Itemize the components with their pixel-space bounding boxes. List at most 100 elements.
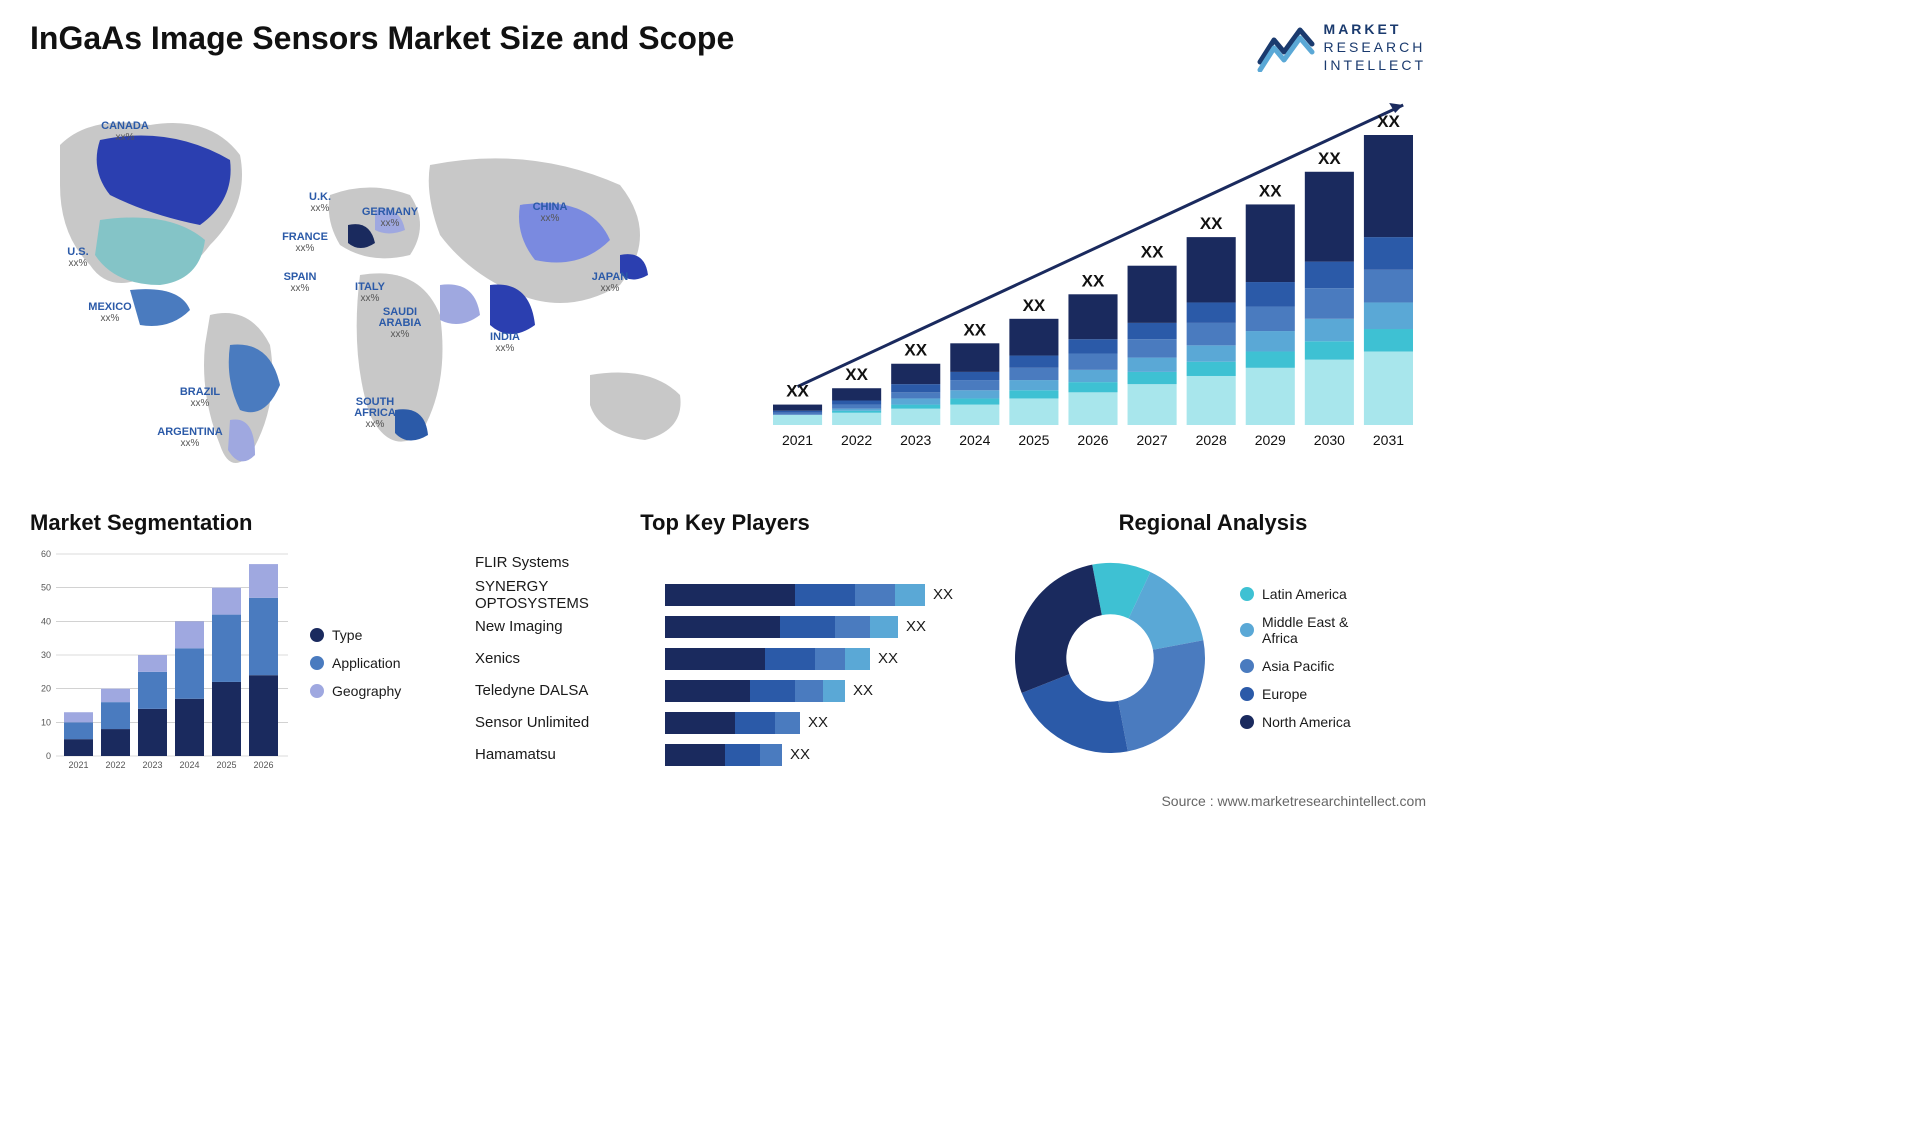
svg-text:xx%: xx% bbox=[496, 343, 515, 354]
svg-text:XX: XX bbox=[1259, 181, 1282, 200]
regional-donut bbox=[1000, 548, 1220, 768]
svg-text:XX: XX bbox=[1318, 148, 1341, 167]
svg-text:MEXICO: MEXICO bbox=[88, 301, 132, 313]
legend-item: Asia Pacific bbox=[1240, 658, 1351, 674]
svg-text:xx%: xx% bbox=[391, 329, 410, 340]
player-bar-segment bbox=[665, 712, 735, 734]
legend-dot bbox=[1240, 659, 1254, 673]
page-title: InGaAs Image Sensors Market Size and Sco… bbox=[30, 20, 734, 57]
legend-item: Europe bbox=[1240, 686, 1351, 702]
player-bar-segment bbox=[795, 680, 823, 702]
player-row: HamamatsuXX bbox=[475, 740, 975, 770]
svg-text:xx%: xx% bbox=[116, 132, 135, 143]
svg-text:20: 20 bbox=[41, 683, 51, 693]
svg-text:SPAIN: SPAIN bbox=[284, 271, 317, 283]
legend-dot bbox=[310, 656, 324, 670]
svg-text:xx%: xx% bbox=[311, 203, 330, 214]
player-name: Hamamatsu bbox=[475, 746, 665, 763]
player-bar-segment bbox=[870, 616, 898, 638]
svg-text:2029: 2029 bbox=[1255, 432, 1286, 448]
player-bar-segment bbox=[775, 712, 800, 734]
svg-text:2026: 2026 bbox=[1077, 432, 1108, 448]
svg-text:GERMANY: GERMANY bbox=[362, 206, 419, 218]
svg-text:CANADA: CANADA bbox=[101, 120, 149, 132]
player-row: New Imaging XX bbox=[475, 612, 975, 642]
player-value: XX bbox=[878, 650, 898, 667]
legend-label: Asia Pacific bbox=[1262, 658, 1334, 674]
svg-text:ARGENTINA: ARGENTINA bbox=[157, 426, 222, 438]
svg-text:xx%: xx% bbox=[181, 438, 200, 449]
brand-logo: MARKET RESEARCH INTELLECT bbox=[1256, 20, 1426, 75]
player-bar-segment bbox=[725, 744, 760, 766]
player-row: Teledyne DALSAXX bbox=[475, 676, 975, 706]
player-value: XX bbox=[933, 586, 953, 603]
legend-dot bbox=[1240, 587, 1254, 601]
segmentation-panel: Market Segmentation 01020304050602021202… bbox=[30, 510, 450, 778]
player-bar-segment bbox=[835, 616, 870, 638]
player-bar bbox=[665, 744, 782, 766]
regional-legend: Latin America Middle East &Africa Asia Pac… bbox=[1240, 586, 1351, 730]
svg-text:ARABIA: ARABIA bbox=[379, 317, 422, 329]
svg-text:40: 40 bbox=[41, 616, 51, 626]
player-bar-wrap: XX bbox=[665, 584, 975, 606]
player-bar bbox=[665, 616, 898, 638]
brand-line2: RESEARCH bbox=[1324, 38, 1426, 56]
svg-text:INDIA: INDIA bbox=[490, 331, 520, 343]
legend-dot bbox=[1240, 687, 1254, 701]
player-bar-segment bbox=[845, 648, 870, 670]
svg-text:XX: XX bbox=[904, 340, 927, 359]
player-bar-segment bbox=[665, 616, 780, 638]
player-value: XX bbox=[906, 618, 926, 635]
player-bar-segment bbox=[750, 680, 795, 702]
player-bar-wrap: XX bbox=[665, 744, 975, 766]
player-bar-segment bbox=[855, 584, 895, 606]
player-bar-segment bbox=[665, 648, 765, 670]
map-brazil bbox=[229, 344, 280, 412]
svg-text:10: 10 bbox=[41, 717, 51, 727]
svg-text:2027: 2027 bbox=[1137, 432, 1168, 448]
player-bar-segment bbox=[823, 680, 845, 702]
player-row: FLIR Systems bbox=[475, 548, 975, 578]
svg-text:2021: 2021 bbox=[68, 760, 88, 770]
player-bar-wrap: XX bbox=[665, 680, 975, 702]
svg-text:U.K.: U.K. bbox=[309, 191, 331, 203]
svg-text:xx%: xx% bbox=[381, 218, 400, 229]
legend-item: Middle East &Africa bbox=[1240, 614, 1351, 646]
svg-text:xx%: xx% bbox=[191, 398, 210, 409]
legend-label: Europe bbox=[1262, 686, 1307, 702]
svg-text:BRAZIL: BRAZIL bbox=[180, 386, 221, 398]
legend-item: North America bbox=[1240, 714, 1351, 730]
legend-dot bbox=[1240, 715, 1254, 729]
legend-item: Latin America bbox=[1240, 586, 1351, 602]
player-bar-wrap bbox=[665, 552, 975, 574]
world-map-panel: CANADAxx%U.S.xx%MEXICOxx%BRAZILxx%ARGENT… bbox=[30, 85, 730, 480]
segmentation-title: Market Segmentation bbox=[30, 510, 450, 536]
brand-line3: INTELLECT bbox=[1324, 56, 1426, 74]
svg-text:xx%: xx% bbox=[361, 293, 380, 304]
svg-text:xx%: xx% bbox=[296, 243, 315, 254]
player-name: New Imaging bbox=[475, 618, 665, 635]
footer-source: Source : www.marketresearchintellect.com bbox=[30, 793, 1426, 809]
svg-text:2022: 2022 bbox=[841, 432, 872, 448]
legend-label: North America bbox=[1262, 714, 1351, 730]
svg-text:2026: 2026 bbox=[253, 760, 273, 770]
world-map: CANADAxx%U.S.xx%MEXICOxx%BRAZILxx%ARGENT… bbox=[30, 85, 730, 475]
svg-text:XX: XX bbox=[845, 365, 868, 384]
svg-text:2022: 2022 bbox=[105, 760, 125, 770]
player-bar-segment bbox=[815, 648, 845, 670]
players-title: Top Key Players bbox=[475, 510, 975, 536]
legend-item: Geography bbox=[310, 683, 401, 699]
legend-label: Type bbox=[332, 627, 362, 643]
player-bar-wrap: XX bbox=[665, 712, 975, 734]
player-bar-segment bbox=[765, 648, 815, 670]
svg-text:2023: 2023 bbox=[142, 760, 162, 770]
svg-text:xx%: xx% bbox=[101, 313, 120, 324]
player-bar-wrap: XX bbox=[665, 616, 975, 638]
players-panel: Top Key Players FLIR SystemsSYNERGY OPTO… bbox=[475, 510, 975, 772]
svg-text:FRANCE: FRANCE bbox=[282, 231, 328, 243]
svg-text:2024: 2024 bbox=[179, 760, 199, 770]
legend-label: Geography bbox=[332, 683, 401, 699]
svg-text:XX: XX bbox=[1377, 112, 1400, 131]
player-bar-segment bbox=[760, 744, 782, 766]
player-bar-segment bbox=[895, 584, 925, 606]
